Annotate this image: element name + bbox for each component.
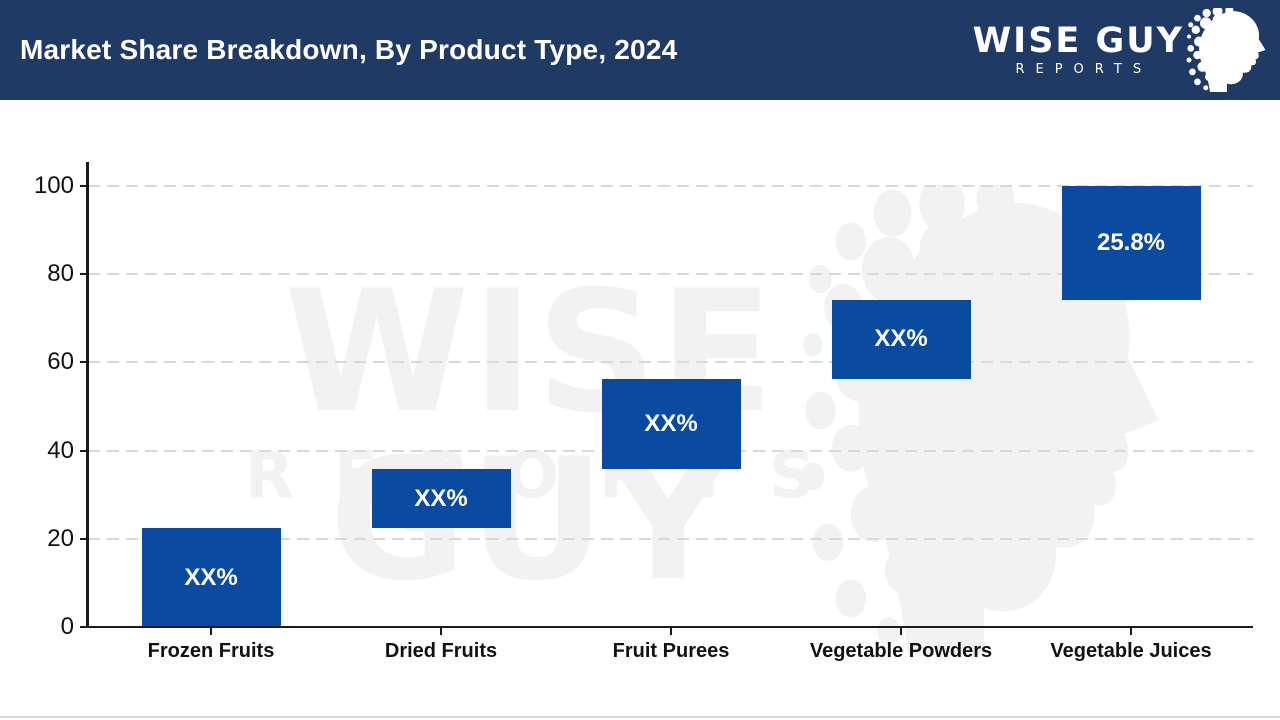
- brand-wordmark: WISE GUY REPORTS: [972, 21, 1184, 77]
- x-tick-mark: [1130, 627, 1132, 635]
- x-axis-line: [86, 625, 1253, 628]
- x-tick-mark: [670, 627, 672, 635]
- gridline-y20: [88, 537, 1253, 540]
- gridline-y100: [88, 185, 1253, 187]
- y-tick-label: 0: [60, 613, 74, 640]
- x-tick-mark: [210, 627, 212, 635]
- y-tick-label: 80: [47, 260, 74, 288]
- x-tick-label: Dried Fruits: [384, 640, 498, 662]
- y-tick-mark: [80, 273, 88, 276]
- y-tick-mark: [80, 626, 88, 628]
- gridline-y80: [88, 273, 1253, 276]
- bar-frozen-fruits: [141, 528, 281, 627]
- bar-fruit-purees: [601, 379, 741, 470]
- x-tick-label: Fruit Purees: [612, 640, 730, 662]
- y-tick-label: 60: [47, 348, 74, 376]
- bar-value-label: XX%: [414, 484, 468, 512]
- bar-value-label: XX%: [874, 325, 928, 353]
- x-tick-label: Frozen Fruits: [147, 640, 275, 662]
- y-tick-mark: [80, 185, 88, 187]
- bar-value-label: 25.8%: [1096, 228, 1166, 256]
- bar-value-label: XX%: [644, 410, 698, 438]
- header-band: Market Share Breakdown, By Product Type,…: [0, 0, 1280, 100]
- x-tick-mark: [440, 627, 442, 635]
- y-tick-label: 100: [33, 172, 74, 199]
- x-tick-mark: [900, 627, 902, 635]
- bar-vegetable-powders: [831, 299, 971, 380]
- bar-vegetable-juices: [1061, 186, 1201, 300]
- y-tick-mark: [80, 537, 88, 540]
- gridline-y60: [88, 361, 1253, 364]
- page-title: Market Share Breakdown, By Product Type,…: [20, 34, 678, 65]
- bar-value-label: XX%: [184, 563, 238, 591]
- dotted-head-profile-icon: [1186, 8, 1266, 92]
- brand-subname: REPORTS: [1015, 62, 1153, 77]
- bottom-divider: [0, 716, 1280, 718]
- x-tick-label: Vegetable Powders: [809, 640, 993, 662]
- y-tick-mark: [80, 361, 88, 364]
- y-axis-line: [86, 162, 89, 628]
- x-tick-label: Vegetable Juices: [1050, 640, 1212, 662]
- y-tick-label: 20: [47, 524, 74, 552]
- brand-name: WISE GUY: [972, 21, 1184, 61]
- bar-dried-fruits: [371, 469, 511, 529]
- y-tick-mark: [80, 449, 88, 452]
- brand-logo: WISE GUY REPORTS: [973, 8, 1280, 92]
- y-tick-label: 40: [47, 436, 74, 464]
